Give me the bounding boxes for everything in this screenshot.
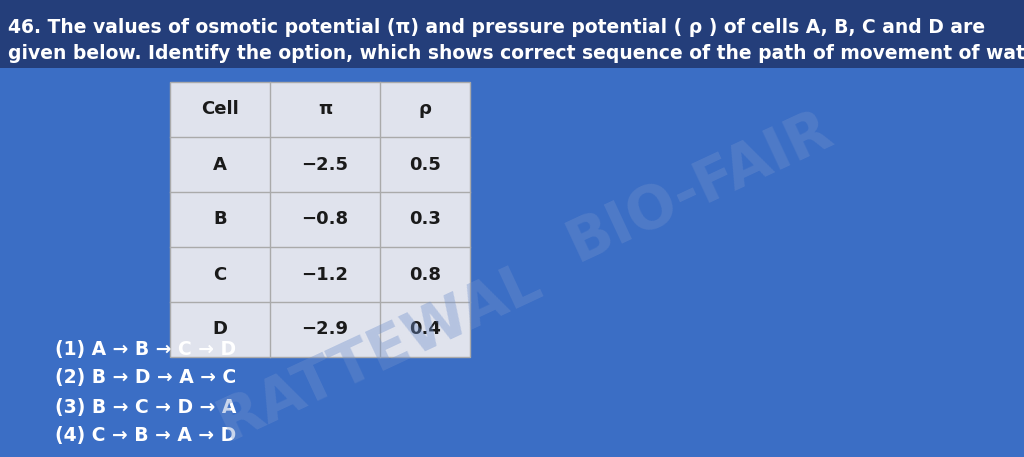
Text: B: B <box>213 211 226 228</box>
Text: Cell: Cell <box>201 101 239 118</box>
Text: 0.3: 0.3 <box>409 211 441 228</box>
Text: −2.9: −2.9 <box>301 320 348 339</box>
Text: RATTEWAL: RATTEWAL <box>209 252 551 452</box>
Text: 0.4: 0.4 <box>409 320 441 339</box>
Text: given below. Identify the option, which shows correct sequence of the path of mo: given below. Identify the option, which … <box>8 44 1024 63</box>
Bar <box>170 82 470 357</box>
Text: 46. The values of osmotic potential (π) and pressure potential ( ρ ) of cells A,: 46. The values of osmotic potential (π) … <box>8 18 985 37</box>
Text: A: A <box>213 155 227 174</box>
Text: (1) A → B → C → D: (1) A → B → C → D <box>55 340 237 358</box>
Text: C: C <box>213 266 226 283</box>
Text: (4) C → B → A → D: (4) C → B → A → D <box>55 426 237 446</box>
Text: BIO-FAIR: BIO-FAIR <box>558 101 842 273</box>
Text: D: D <box>213 320 227 339</box>
Text: 0.5: 0.5 <box>409 155 441 174</box>
Text: (3) B → C → D → A: (3) B → C → D → A <box>55 398 237 416</box>
Bar <box>0 0 1024 68</box>
Text: ρ: ρ <box>419 101 431 118</box>
Text: 0.8: 0.8 <box>409 266 441 283</box>
Text: π: π <box>317 101 332 118</box>
Text: (2) B → D → A → C: (2) B → D → A → C <box>55 368 237 388</box>
Text: −0.8: −0.8 <box>301 211 348 228</box>
Text: −2.5: −2.5 <box>301 155 348 174</box>
Text: −1.2: −1.2 <box>301 266 348 283</box>
